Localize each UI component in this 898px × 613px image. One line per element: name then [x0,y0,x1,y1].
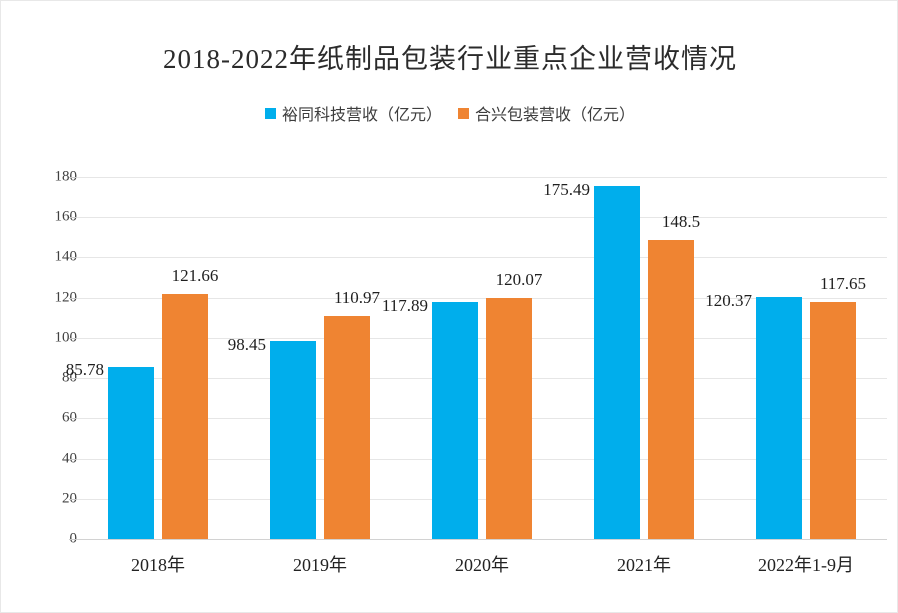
y-axis-tick-label: 120 [54,289,78,306]
page-title: 2018-2022年纸制品包装行业重点企业营收情况 [163,44,737,74]
y-axis-tick-label: 180 [54,168,78,185]
gridline [77,458,887,460]
x-axis: 2018年 2019年 2020年 2021年 2022年1-9月 [77,551,887,583]
y-axis-tick-label: 140 [54,248,78,265]
bar-value-label: 121.66 [171,266,219,286]
bar-value-label: 120.07 [495,269,543,289]
y-axis-tick-label: 100 [54,329,78,346]
y-axis-ticks [69,177,77,540]
legend-item-1[interactable]: 合兴包装营收（亿元） [458,101,635,125]
gridline [77,337,887,339]
legend-label-1: 合兴包装营收（亿元） [475,107,636,124]
x-axis-tick-label: 2019年 [293,555,347,575]
gridline [77,297,887,299]
y-axis-tick-mark [69,297,76,299]
x-axis-tick-label: 2022年1-9月 [758,555,854,575]
chart-legend: 裕同科技营收（亿元） 合兴包装营收（亿元） [1,101,897,125]
x-axis-tick-label: 2021年 [617,555,671,575]
bar-value-label: 120.37 [705,290,752,310]
gridline [77,378,887,380]
x-axis-tick-label: 2018年 [131,555,185,575]
y-axis-tick-mark [69,539,76,540]
legend-swatch-orange-icon [458,107,469,119]
y-axis-tick-mark [69,498,76,500]
x-axis-tick-label: 2020年 [455,555,509,575]
bar-series-orange[interactable] [648,240,694,539]
y-axis-tick-label: 80 [62,369,77,386]
y-axis: 180 160 140 120 100 80 60 40 20 0 [17,169,78,547]
bar-series-orange[interactable] [324,315,370,539]
y-axis-tick-mark [69,337,76,339]
y-axis-tick-mark [69,458,76,460]
legend-item-0[interactable]: 裕同科技营收（亿元） [264,101,442,125]
legend-label-0: 裕同科技营收（亿元） [281,107,442,124]
y-axis-tick-mark [69,217,76,219]
bar-series-blue[interactable] [108,366,154,539]
y-axis-tick-label: 0 [31,531,78,548]
bar-series-orange[interactable] [810,302,856,539]
bar-value-label: 85.78 [65,360,104,380]
gridline [77,217,887,219]
y-axis-tick-label: 160 [54,208,78,225]
bar-value-label: 175.49 [543,180,590,200]
bar-series-blue[interactable] [270,341,316,539]
y-axis-tick-label: 40 [62,450,77,467]
gridline [77,539,887,540]
y-axis-tick-label: 60 [62,409,77,426]
bar-series-orange[interactable] [486,297,532,539]
gridline [77,257,887,259]
bar-series-blue[interactable] [432,301,478,539]
gridline [77,418,887,420]
y-axis-tick-mark [69,177,76,178]
bar-value-label: 148.5 [661,212,701,232]
plot-area: 85.78 121.66 98.45 110.97 117.89 120.07 175.49… [66,177,887,540]
bar-value-label: 98.45 [227,335,266,354]
y-axis-tick-label: 20 [62,490,77,507]
gridline [77,498,887,500]
bar-value-label: 117.65 [819,274,867,294]
bar-series-orange[interactable] [162,294,208,539]
legend-swatch-blue-icon [264,107,276,119]
bar-value-label: 117.89 [381,295,428,315]
y-axis-tick-mark [69,257,76,259]
bar-value-label: 110.97 [333,287,381,307]
gridline [77,177,887,178]
bar-series-blue[interactable] [594,186,640,539]
y-axis-tick-mark [69,378,76,380]
y-axis-tick-mark [69,418,76,420]
bar-series-blue[interactable] [756,296,802,539]
